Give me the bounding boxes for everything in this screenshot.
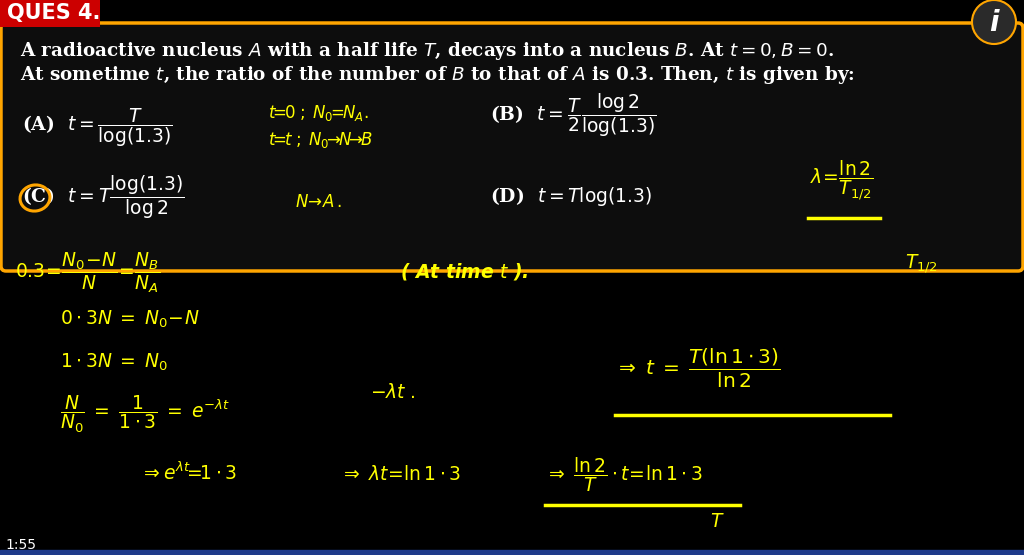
Text: $t\!\!=\!\!0\;;\;N_0\!\!=\!\!N_A.$: $t\!\!=\!\!0\;;\;N_0\!\!=\!\!N_A.$ (268, 103, 369, 123)
Text: i: i (989, 9, 998, 37)
Text: ( At time $t$ ).: ( At time $t$ ). (400, 261, 528, 282)
Text: $1\cdot3N\;=\;N_0$: $1\cdot3N\;=\;N_0$ (60, 352, 168, 374)
Text: 1:55: 1:55 (5, 538, 36, 552)
Text: (B)  $t = \dfrac{T}{2}\dfrac{\log 2}{\log(1.3)}$: (B) $t = \dfrac{T}{2}\dfrac{\log 2}{\log… (490, 91, 656, 139)
Text: (D)  $t = T\log(1.3)$: (D) $t = T\log(1.3)$ (490, 185, 652, 208)
Text: $\Rightarrow\;\lambda t\!=\!\ln 1\cdot3$: $\Rightarrow\;\lambda t\!=\!\ln 1\cdot3$ (340, 465, 461, 484)
Text: $T_{1/2}$: $T_{1/2}$ (905, 252, 938, 275)
Text: $T$: $T$ (710, 512, 725, 531)
Text: QUES 4.: QUES 4. (7, 3, 100, 23)
Text: A radioactive nucleus $A$ with a half life $T$, decays into a nucleus $B$. At $t: A radioactive nucleus $A$ with a half li… (20, 40, 834, 62)
FancyBboxPatch shape (1, 23, 1023, 271)
Text: $\Rightarrow\; t\;=\;\dfrac{T(\ln 1\cdot3)}{\ln 2}$: $\Rightarrow\; t\;=\;\dfrac{T(\ln 1\cdot… (615, 347, 780, 390)
Text: $\lambda\!=\!\dfrac{\ln 2}{T_{1/2}}$: $\lambda\!=\!\dfrac{\ln 2}{T_{1/2}}$ (810, 158, 873, 201)
Bar (0, 0, 100, 27)
Text: $\dfrac{N}{N_0}\;=\;\dfrac{1}{1\cdot3}\;=\;e^{-\lambda t}$: $\dfrac{N}{N_0}\;=\;\dfrac{1}{1\cdot3}\;… (60, 394, 229, 435)
Bar (0, 550, 1024, 555)
Text: $N\!\rightarrow\! A\,.$: $N\!\rightarrow\! A\,.$ (295, 193, 342, 211)
Text: $\Rightarrow\;\dfrac{\ln 2}{T}\cdot t\!=\!\ln 1\cdot3$: $\Rightarrow\;\dfrac{\ln 2}{T}\cdot t\!=… (545, 455, 702, 494)
Text: $0.3\!=\!\dfrac{N_0\!-\!N}{N}\!=\!\dfrac{N_B}{N_A}$: $0.3\!=\!\dfrac{N_0\!-\!N}{N}\!=\!\dfrac… (15, 251, 161, 295)
Text: At sometime $t$, the ratio of the number of $B$ to that of $A$ is 0.3. Then, $t$: At sometime $t$, the ratio of the number… (20, 64, 855, 86)
Circle shape (972, 0, 1016, 44)
Text: $0\cdot3N\;=\;N_0\!-\!N$: $0\cdot3N\;=\;N_0\!-\!N$ (60, 309, 200, 330)
Text: $\Rightarrow e^{\lambda t}\!\!=\!\!1\cdot3$: $\Rightarrow e^{\lambda t}\!\!=\!\!1\cdo… (140, 462, 238, 484)
Text: (C)  $t = T\dfrac{\log(1.3)}{\log 2}$: (C) $t = T\dfrac{\log(1.3)}{\log 2}$ (22, 173, 184, 221)
Text: $-\lambda t\;.$: $-\lambda t\;.$ (370, 383, 415, 402)
Text: $t\!\!=\!\!t\;;\;N_0\!\!\rightarrow\!\! N\!\!\rightarrow\!\! B$: $t\!\!=\!\!t\;;\;N_0\!\!\rightarrow\!\! … (268, 130, 373, 150)
Text: (A)  $t = \dfrac{T}{\log(1.3)}$: (A) $t = \dfrac{T}{\log(1.3)}$ (22, 106, 173, 149)
